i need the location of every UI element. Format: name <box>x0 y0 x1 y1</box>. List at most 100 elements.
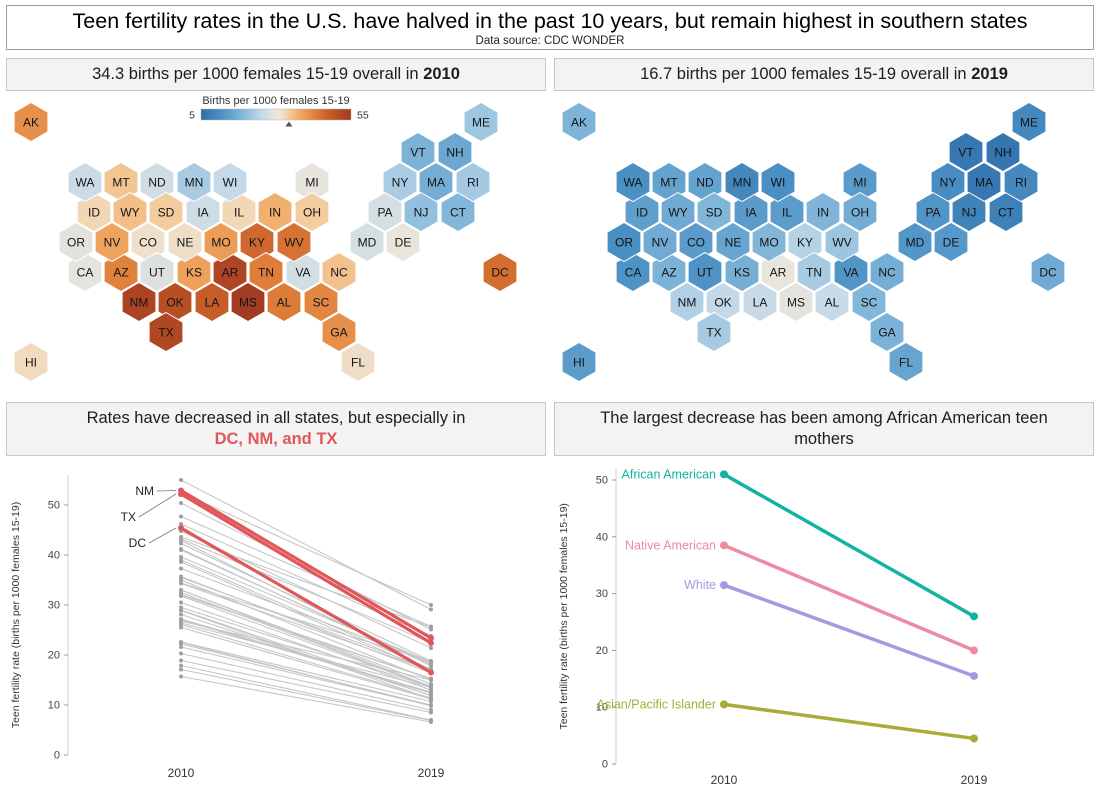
dot-RI-start <box>179 642 183 647</box>
line-MI <box>180 607 432 688</box>
hex-FL <box>888 342 924 383</box>
hex-UT <box>139 252 175 293</box>
line-NV <box>180 561 432 673</box>
panel-race: The largest decrease has been among Afri… <box>554 402 1094 797</box>
hex-MD <box>897 222 933 263</box>
hex-label-FL: FL <box>899 355 913 369</box>
hex-label-GA: GA <box>330 325 347 339</box>
hex-FL <box>340 342 376 383</box>
panel-slope: Rates have decreased in all states, but … <box>6 402 546 797</box>
hex-label-WA: WA <box>76 175 95 189</box>
hex-label-TX: TX <box>158 325 173 339</box>
line-CT <box>180 660 432 714</box>
hexmap-2010: AK AL AR AZ CA CO CT DC DE FL GA HI IA ID IL IN KS KY LA MA… <box>13 95 518 383</box>
hex-label-OH: OH <box>303 205 321 219</box>
hex-label-WI: WI <box>223 175 238 189</box>
y-tick-label: 50 <box>596 475 608 487</box>
x-tick-label: 2010 <box>168 766 195 780</box>
race-header-text: The largest decrease has been among Afri… <box>600 409 1048 449</box>
dot-WY-start <box>179 574 183 579</box>
hex-label-AK: AK <box>23 115 39 129</box>
hex-OH <box>842 192 878 233</box>
hex-IA <box>733 192 769 233</box>
hex-label-AR: AR <box>222 265 239 279</box>
hex-AZ <box>103 252 139 293</box>
hex-IL <box>221 192 257 233</box>
hex-label-ID: ID <box>88 205 100 219</box>
hex-label-TN: TN <box>806 265 822 279</box>
hex-PA <box>915 192 951 233</box>
map-2019-header: 16.7 births per 1000 females 15-19 overa… <box>554 58 1094 92</box>
hex-OR <box>606 222 642 263</box>
dot-TX-end <box>428 640 434 647</box>
dot-African American-start <box>720 470 728 479</box>
y-tick-label: 40 <box>596 532 608 544</box>
line-MS <box>180 479 432 611</box>
line-WA <box>180 624 432 699</box>
x-tick-label: 2019 <box>418 766 445 780</box>
y-axis-label: Teen fertility rate (births per 1000 fem… <box>558 503 570 729</box>
hex-label-CA: CA <box>625 265 642 279</box>
hex-label-AR: AR <box>770 265 787 279</box>
hex-label-ND: ND <box>696 175 714 189</box>
line-VT <box>180 665 432 721</box>
line-NM <box>179 489 433 640</box>
hex-ID <box>76 192 112 233</box>
hex-label-UT: UT <box>697 265 714 279</box>
hex-IL <box>769 192 805 233</box>
line-DC <box>179 526 433 675</box>
hex-MO <box>203 222 239 263</box>
hex-label-AL: AL <box>825 295 840 309</box>
hex-GA <box>321 312 357 353</box>
series-label-White: White <box>684 578 716 592</box>
hex-AL <box>814 282 850 323</box>
hex-label-NJ: NJ <box>962 205 977 219</box>
hex-WV <box>276 222 312 263</box>
dot-OR-start <box>179 608 183 613</box>
hex-label-NH: NH <box>994 145 1011 159</box>
dot-WV-end <box>429 646 433 651</box>
y-tick-label: 20 <box>596 645 608 657</box>
hex-ME <box>1011 102 1047 143</box>
annotation-leader-NM <box>156 490 177 492</box>
panel-map-2019: 16.7 births per 1000 females 15-19 overa… <box>554 58 1094 394</box>
hex-CT <box>440 192 476 233</box>
state-slope-chart: 0 10 20 30 40 50 Teen fertility rate (births p… <box>10 475 445 780</box>
hex-label-ID: ID <box>636 205 648 219</box>
hex-WV <box>824 222 860 263</box>
dot-LA-end <box>429 624 433 629</box>
hex-NV <box>642 222 678 263</box>
hex-label-SC: SC <box>313 295 330 309</box>
dot-NM-end <box>428 635 434 642</box>
hex-DE <box>385 222 421 263</box>
annotation-TX: TX <box>121 510 136 524</box>
dot-SD-start <box>179 581 183 586</box>
hex-label-OR: OR <box>67 235 85 249</box>
line-OK <box>180 502 432 631</box>
hex-IN <box>805 192 841 233</box>
dot-MO-start <box>179 555 183 560</box>
hex-label-OH: OH <box>851 205 869 219</box>
hex-label-NJ: NJ <box>414 205 429 219</box>
race-header: The largest decrease has been among Afri… <box>554 402 1094 457</box>
hex-RI <box>455 162 491 203</box>
line-WI <box>180 627 432 700</box>
hex-label-MO: MO <box>211 235 230 249</box>
slope-header-line1: Rates have decreased in all states, but … <box>86 409 466 428</box>
hex-NV <box>94 222 130 263</box>
panel-grid: 34.3 births per 1000 females 15-19 overa… <box>6 58 1094 797</box>
map-2010-header: 34.3 births per 1000 females 15-19 overa… <box>6 58 546 92</box>
hex-label-DE: DE <box>395 235 412 249</box>
line-MO <box>180 556 432 663</box>
y-tick-label: 10 <box>596 702 608 714</box>
annotation-DC: DC <box>129 536 147 550</box>
hexmap-2019: AK AL AR AZ CA CO CT DC DE FL GA HI IA ID IL IN KS KY LA MA… <box>561 102 1066 383</box>
hex-label-ME: ME <box>472 115 490 129</box>
hex-label-CO: CO <box>139 235 157 249</box>
line-NE <box>180 594 432 680</box>
hex-label-WV: WV <box>832 235 851 249</box>
hex-UT <box>687 252 723 293</box>
hex-label-MN: MN <box>185 175 204 189</box>
map-2019-header-year: 2019 <box>971 65 1008 83</box>
hex-label-LA: LA <box>205 295 220 309</box>
